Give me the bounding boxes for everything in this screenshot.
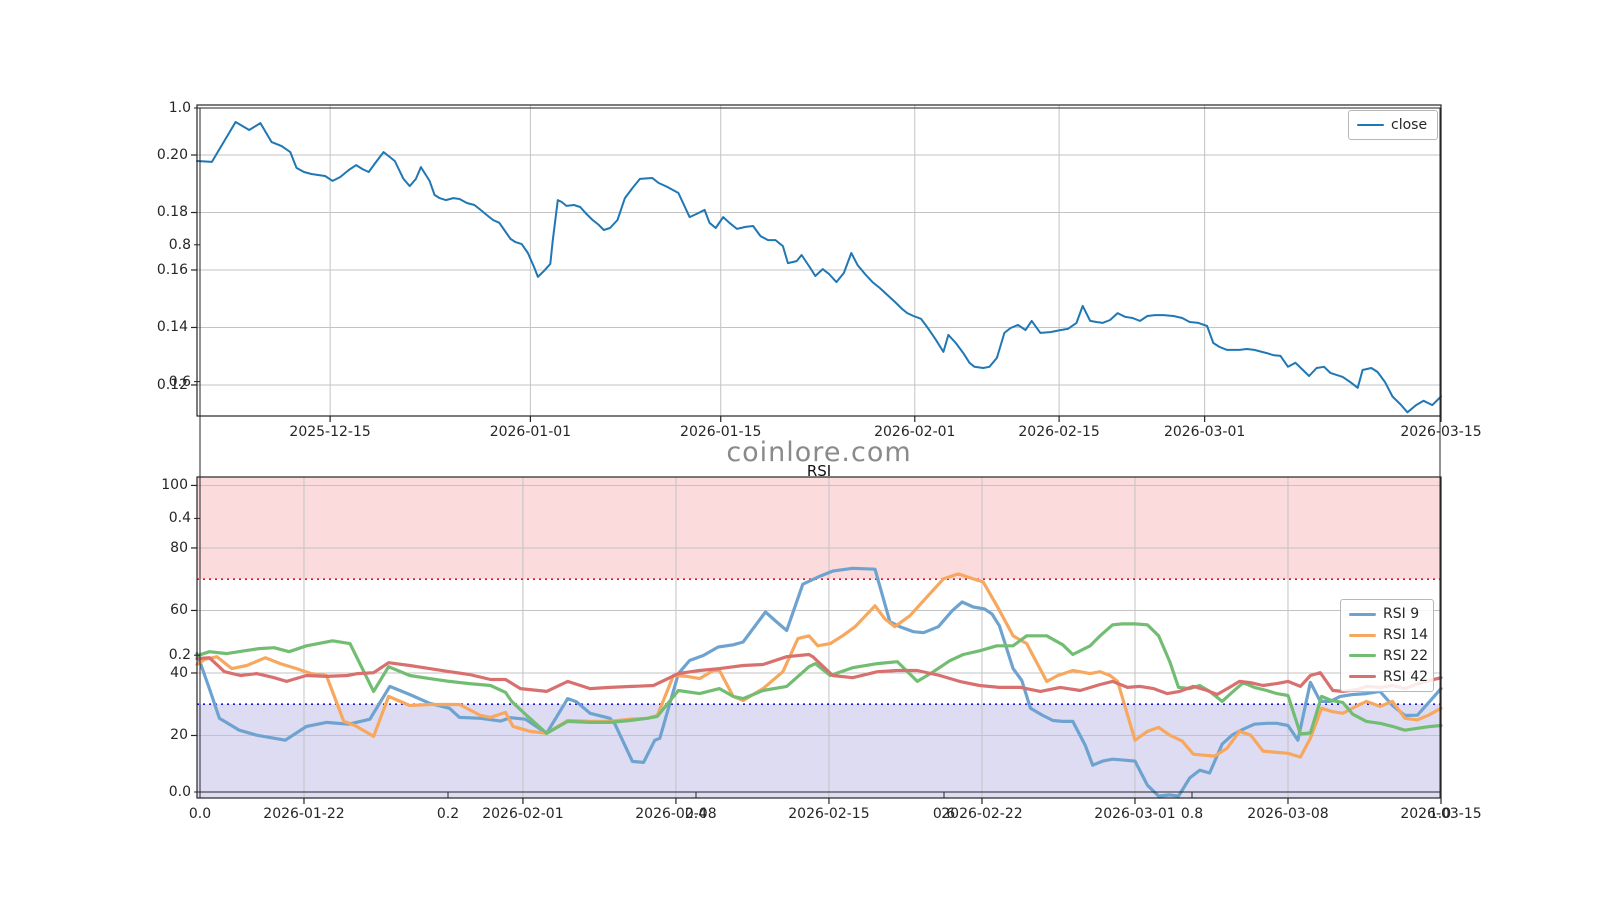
price-y-tick-label: 0.20	[156, 147, 188, 163]
overbought-zone	[197, 477, 1441, 580]
rsi-chart-title: RSI	[806, 462, 832, 480]
price-y-tick-label: 0.14	[156, 319, 188, 336]
rsi14-legend-label: RSI 14	[1383, 627, 1429, 644]
price-x-tick-label: 2026-03-01	[1163, 424, 1246, 440]
overlay-x-tick-label: 0.8	[1180, 806, 1204, 822]
overlay-x-tick-label: 0.4	[684, 806, 708, 822]
legend-row-rsi9: RSI 9	[1349, 604, 1425, 625]
rsi-line-3	[195, 652, 1443, 697]
overlay-y-tick-label: 0.0	[168, 784, 191, 800]
rsi22-legend-label: RSI 22	[1383, 647, 1429, 664]
overlay-y-tick-label: 0.6	[168, 373, 191, 390]
close-line	[196, 121, 1442, 414]
rsi9-legend-label: RSI 9	[1383, 606, 1420, 623]
price-y-tick-label: 0.12	[156, 376, 188, 393]
price-x-tick-label: 2026-02-15	[1018, 424, 1100, 440]
rsi-y-tick-label: 100	[161, 477, 188, 494]
rsi42-legend-label: RSI 42	[1383, 668, 1429, 685]
rsi-x-tick-label: 2026-02-08	[635, 806, 717, 822]
legend-row-rsi14: RSI 14	[1349, 625, 1429, 646]
rsi-line-2	[195, 622, 1443, 736]
rsi-x-tick-label: 2026-02-22	[941, 806, 1023, 822]
price-x-tick-label: 2026-01-01	[489, 424, 572, 440]
rsi-y-tick-label: 80	[170, 539, 188, 556]
overlay-y-tick-label: 0.4	[168, 510, 191, 527]
overlay-x-tick-label: 0.2	[436, 806, 460, 822]
rsi-y-tick-label: 20	[170, 727, 188, 744]
rsi-x-tick-label: 2026-01-22	[263, 806, 345, 822]
rsi-x-tick-label: 2026-02-15	[788, 806, 870, 822]
rsi42-line-swatch	[1349, 675, 1376, 679]
legend-row-rsi22: RSI 22	[1349, 646, 1429, 667]
price-y-tick-label: 0.18	[156, 204, 188, 221]
rsi-x-tick-label: 2026-02-01	[482, 806, 564, 822]
price-legend: close	[1348, 110, 1438, 140]
overlay-axes-frame	[199, 107, 1441, 793]
close-line-swatch	[1357, 123, 1384, 127]
price-x-tick-label: 2025-12-15	[289, 424, 371, 440]
overlay-y-tick-label: 0.8	[168, 236, 191, 253]
rsi-y-tick-label: 60	[170, 602, 188, 619]
overlay-y-tick-label: 1.0	[168, 100, 191, 116]
rsi-x-tick-label: 2026-03-01	[1094, 806, 1176, 822]
rsi-x-tick-label: 2026-03-08	[1247, 806, 1329, 822]
overlay-x-tick-label: 1.0	[1428, 806, 1452, 822]
price-x-tick-label: 2026-03-15	[1400, 424, 1482, 440]
rsi9-line-swatch	[1349, 612, 1376, 616]
rsi-x-tick-label: 2026-03-15	[1400, 806, 1482, 822]
price-x-tick-label: 2026-01-15	[680, 424, 762, 440]
overlay-y-tick-label: 0.2	[168, 647, 191, 664]
rsi-axes-frame	[196, 476, 1442, 799]
rsi-line-1	[195, 572, 1443, 759]
rsi-line-0	[195, 566, 1443, 798]
rsi14-line-swatch	[1349, 633, 1376, 637]
price-y-tick-label: 0.16	[156, 261, 188, 278]
overlay-x-tick-label: 0.6	[932, 806, 956, 822]
rsi-y-tick-label: 40	[170, 664, 188, 681]
rsi-legend: RSI 9 RSI 14 RSI 22 RSI 42	[1340, 599, 1434, 692]
watermark: coinlore.com	[726, 437, 912, 468]
overlay-x-tick-label: 0.0	[188, 806, 212, 822]
price-x-tick-label: 2026-02-01	[874, 424, 956, 440]
rsi22-line-swatch	[1349, 654, 1376, 658]
legend-row-rsi42: RSI 42	[1349, 666, 1429, 687]
oversold-zone	[197, 704, 1441, 798]
price-axes-frame	[196, 104, 1442, 417]
close-legend-label: close	[1391, 117, 1428, 133]
